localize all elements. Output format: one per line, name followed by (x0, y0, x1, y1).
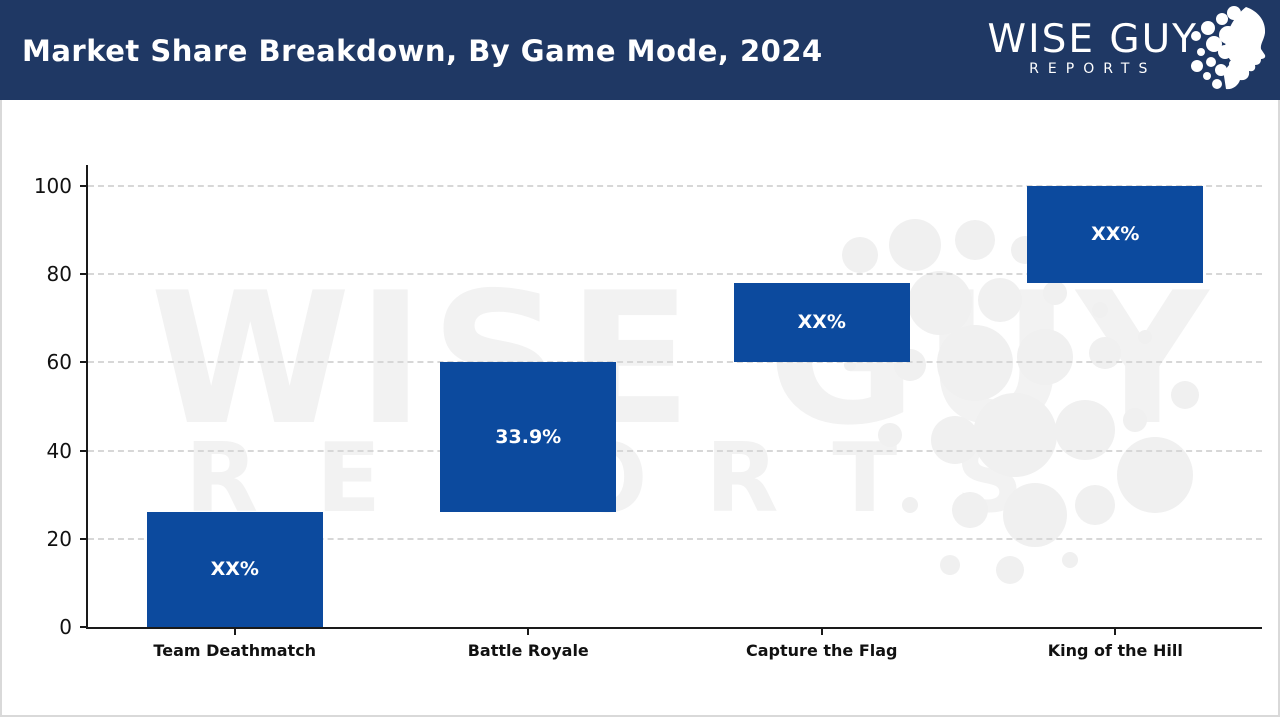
y-axis-line (86, 165, 88, 629)
y-tick-0 (80, 626, 88, 628)
x-category-label: Battle Royale (467, 641, 589, 660)
brand-logo: WISE GUY REPORTS (988, 4, 1270, 92)
x-category-label: Capture the Flag (746, 641, 898, 660)
bar-value-label: XX% (210, 558, 259, 581)
bar-capture-the-flag (733, 282, 910, 363)
y-tick-20 (80, 537, 88, 540)
gridline-80 (88, 273, 1262, 276)
x-category-label: King of the Hill (1047, 641, 1183, 660)
gridline-100 (88, 185, 1262, 187)
logo-wordmark: WISE GUY (987, 16, 1198, 62)
y-tick-100 (80, 185, 88, 187)
header-bar: Market Share Breakdown, By Game Mode, 20… (0, 0, 1280, 100)
y-tick-label: 0 (59, 615, 72, 639)
bar-battle-royale (440, 362, 617, 512)
bar-king-of-the-hill (1027, 186, 1204, 283)
x-tick (233, 627, 236, 635)
y-tick-80 (80, 273, 88, 276)
logo-subtitle: REPORTS (1029, 61, 1157, 78)
x-tick (527, 627, 530, 635)
bar-value-label: XX% (797, 311, 846, 334)
y-tick-label: 20 (46, 526, 72, 551)
gridline-60 (88, 361, 1262, 364)
y-tick-label: 80 (46, 262, 72, 287)
x-tick (1114, 627, 1117, 635)
bar-team-deathmatch (146, 511, 323, 627)
x-category-label: Team Deathmatch (153, 641, 317, 660)
y-tick-40 (80, 449, 88, 452)
y-tick-60 (80, 361, 88, 364)
x-axis-line (86, 627, 1262, 629)
y-tick-label: 100 (33, 174, 72, 198)
brand-logo-text: WISE GUY REPORTS (987, 16, 1198, 78)
page-title: Market Share Breakdown, By Game Mode, 20… (22, 34, 823, 68)
logo-face-icon (1191, 6, 1266, 90)
y-tick-label: 40 (46, 438, 72, 463)
bar-value-label: XX% (1091, 223, 1140, 246)
gridline-40 (88, 449, 1262, 452)
bar-value-label: 33.9% (495, 426, 562, 449)
x-tick (820, 627, 823, 635)
gridline-20 (88, 537, 1262, 540)
y-tick-label: 60 (46, 350, 72, 375)
